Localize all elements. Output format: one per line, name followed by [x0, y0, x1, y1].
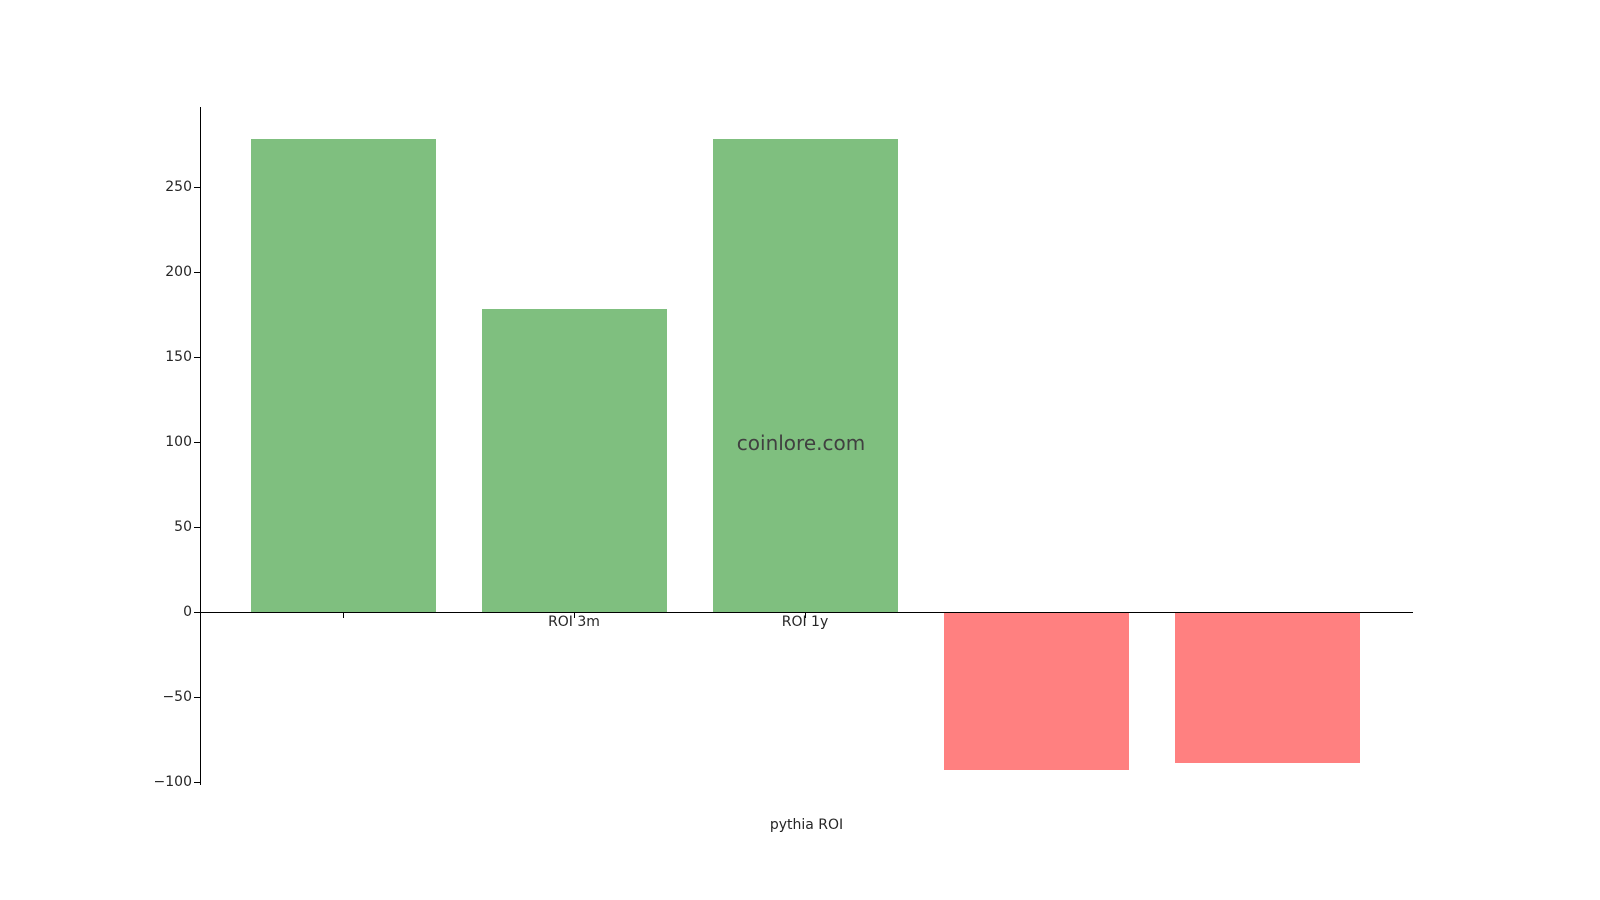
- y-tick-label: 100: [165, 434, 192, 450]
- bar-positive: [251, 139, 436, 612]
- x-tick-mark: [343, 612, 344, 618]
- y-tick-mark: [194, 782, 200, 783]
- y-tick-mark: [194, 187, 200, 188]
- x-tick-label: ROI 1y: [781, 614, 829, 630]
- y-tick-mark: [194, 442, 200, 443]
- bar-positive: [482, 309, 667, 612]
- y-tick-label: 50: [174, 519, 192, 535]
- y-tick-label: 0: [183, 604, 192, 620]
- x-axis-zero-line: [200, 612, 1413, 613]
- y-tick-label: −50: [162, 689, 192, 705]
- y-tick-label: −100: [153, 774, 192, 790]
- y-tick-mark: [194, 697, 200, 698]
- y-tick-mark: [194, 527, 200, 528]
- y-tick-mark: [194, 612, 200, 613]
- y-tick-label: 250: [165, 179, 192, 195]
- bar-negative: [1175, 612, 1360, 763]
- y-tick-label: 200: [165, 264, 192, 280]
- y-tick-mark: [194, 272, 200, 273]
- x-axis-title: pythia ROI: [769, 817, 844, 833]
- x-tick-mark: [574, 612, 575, 618]
- y-tick-mark: [194, 357, 200, 358]
- watermark-text: coinlore.com: [736, 431, 866, 455]
- bar-positive: [713, 139, 898, 612]
- x-tick-mark: [805, 612, 806, 618]
- y-axis-spine: [200, 107, 201, 785]
- y-tick-label: 150: [165, 349, 192, 365]
- bar-negative: [944, 612, 1129, 770]
- x-tick-label: ROI 3m: [548, 614, 600, 630]
